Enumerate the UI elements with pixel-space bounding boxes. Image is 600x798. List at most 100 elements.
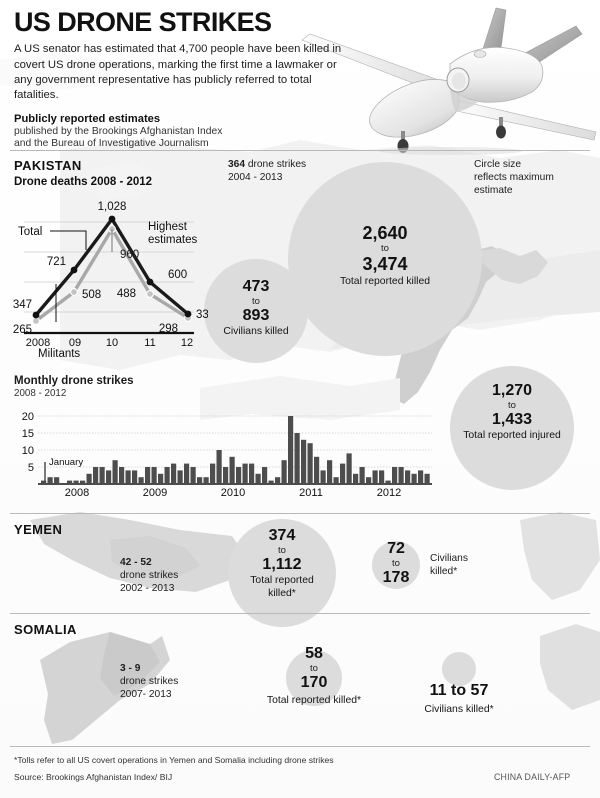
so-civ-inline: 11 to 57 <box>429 682 489 699</box>
svg-text:2012: 2012 <box>377 487 401 498</box>
yemen-civilians-caption: Civilians killed* <box>430 553 468 579</box>
ym-civ-to: to <box>392 557 400 569</box>
pakistan-strikes-years: 2004 - 2013 <box>228 171 283 183</box>
pk-inj-caption-text: Total reported injured <box>463 430 561 442</box>
pk-killed-caption: Total reported killed <box>339 275 431 287</box>
bubble-label-yemen-total-killed: 374 to 1,112 Total reported killed* <box>222 527 342 600</box>
divider-footer <box>10 746 590 747</box>
pk-killed-low: 2,640 <box>362 223 408 243</box>
footnote-tolls: *Tolls refer to all US covert operations… <box>14 755 334 765</box>
pk-inj-high: 1,433 <box>491 410 533 428</box>
svg-text:10: 10 <box>106 337 118 349</box>
source-heading: Publicly reported estimates <box>14 112 161 125</box>
circle-legend-line-2: reflects maximum <box>474 171 554 183</box>
monthly-chart-title: Monthly drone strikes <box>14 375 134 387</box>
svg-text:347: 347 <box>13 299 32 311</box>
ym-killed-high: 1,112 <box>262 555 302 573</box>
svg-text:1,028: 1,028 <box>98 201 127 213</box>
pakistan-strikes-note: 364 drone strikes 2004 - 2013 <box>228 159 306 185</box>
chart-pakistan-monthly-strikes: 5 10 15 20 January <box>22 411 432 498</box>
pk-civ-caption: Civilians killed <box>223 326 289 338</box>
yemen-strikes-note: 42 - 52 drone strikes 2002 - 2013 <box>120 557 178 595</box>
svg-text:600: 600 <box>168 269 187 281</box>
ym-killed-low: 374 <box>268 527 296 544</box>
so-killed-high: 170 <box>300 673 328 691</box>
pk-inj-low: 1,270 <box>491 382 533 399</box>
ym-killed-caption-2: killed* <box>268 587 296 599</box>
svg-text:488: 488 <box>117 288 136 300</box>
somalia-strikes-note: 3 - 9 drone strikes 2007- 2013 <box>120 663 178 701</box>
circle-legend-line-3: estimate <box>474 184 513 196</box>
bubble-label-somalia-civilians: 11 to 57 Civilians killed* <box>399 682 519 716</box>
ym-killed-caption-1: Total reported <box>250 575 314 587</box>
so-killed-low: 58 <box>305 645 323 662</box>
circle-legend-line-1: Circle size <box>474 159 521 170</box>
svg-text:2009: 2009 <box>143 487 167 498</box>
bar-chart-y-ticks: 5 10 15 20 <box>22 411 34 474</box>
ym-civ-low: 72 <box>387 540 405 557</box>
credit-line: CHINA DAILY-AFP <box>494 772 571 782</box>
svg-text:2011: 2011 <box>299 487 323 498</box>
ym-civ-high: 178 <box>382 568 410 586</box>
source-line-2: and the Bureau of Investigative Journali… <box>14 138 209 150</box>
svg-text:estimates: estimates <box>148 234 197 246</box>
svg-text:5: 5 <box>28 462 34 474</box>
so-killed-caption: Total reported killed* <box>266 695 362 707</box>
lede-paragraph: A US senator has estimated that 4,700 pe… <box>14 43 342 102</box>
pk-killed-high: 3,474 <box>362 253 408 274</box>
svg-text:15: 15 <box>22 428 34 440</box>
page-title: US DRONE STRIKES <box>14 7 272 37</box>
section-title-somalia: SOMALIA <box>14 622 77 637</box>
svg-text:2010: 2010 <box>221 487 245 498</box>
bar-chart-gridlines <box>38 415 432 468</box>
pk-inj-caption: Total reported injured <box>442 430 582 442</box>
pk-killed-to: to <box>381 242 389 254</box>
section-subtitle-pakistan: Drone deaths 2008 - 2012 <box>14 176 153 188</box>
bubble-label-pakistan-civilians: 473 to 893 Civilians killed <box>196 278 316 339</box>
svg-text:Highest: Highest <box>148 221 188 233</box>
ym-civ-caption-2: killed* <box>430 565 458 577</box>
divider-yemen <box>10 513 590 514</box>
svg-text:Militants: Militants <box>38 348 80 360</box>
section-title-yemen: YEMEN <box>14 522 63 537</box>
pk-civ-to: to <box>252 295 260 307</box>
chart-pakistan-drone-deaths: 2008 09 10 11 12 1,028 721 347 600 333 9… <box>13 201 208 360</box>
ym-killed-to: to <box>278 544 286 556</box>
pakistan-strikes-label: drone strikes <box>245 159 307 170</box>
divider-pakistan <box>10 150 590 151</box>
pk-inj-to: to <box>508 399 516 411</box>
january-label: January <box>49 457 83 468</box>
svg-text:508: 508 <box>82 289 101 301</box>
so-killed-to: to <box>310 662 318 674</box>
divider-somalia <box>10 613 590 614</box>
svg-text:960: 960 <box>120 249 139 261</box>
svg-text:12: 12 <box>181 337 193 349</box>
svg-text:721: 721 <box>47 256 66 268</box>
source-line-1: published by the Brookings Afghanistan I… <box>14 125 223 137</box>
svg-text:298: 298 <box>159 323 178 335</box>
somalia-strikes-range: 3 - 9 <box>120 663 141 674</box>
ym-civ-caption-1: Civilians <box>430 553 468 564</box>
circle-size-legend: Circle size reflects maximum estimate <box>474 159 586 197</box>
bubble-label-pakistan-injured: 1,270 to 1,433 Total reported injured <box>442 382 582 443</box>
bubble-somalia-civilians-killed <box>442 652 476 686</box>
pk-civ-low: 473 <box>242 278 270 295</box>
yemen-strikes-label: drone strikes <box>120 569 179 581</box>
svg-text:2008: 2008 <box>65 487 89 498</box>
yemen-strikes-range: 42 - 52 <box>120 557 152 568</box>
so-civ-caption: Civilians killed* <box>424 703 494 715</box>
monthly-chart-heading: Monthly drone strikes 2008 - 2012 <box>14 374 134 401</box>
somalia-strikes-years: 2007- 2013 <box>120 688 172 700</box>
bubble-label-somalia-total-killed: 58 to 170 Total reported killed* <box>254 645 374 708</box>
bar-chart-x-ticks: 2008 2009 2010 2011 2012 <box>65 487 401 498</box>
section-title-pakistan: PAKISTAN <box>14 158 82 173</box>
svg-text:11: 11 <box>144 337 155 349</box>
svg-text:10: 10 <box>22 445 34 457</box>
svg-text:Total: Total <box>18 226 42 238</box>
pakistan-strikes-count: 364 <box>228 159 245 170</box>
bubble-label-yemen-civilians: 72 to 178 <box>366 540 426 586</box>
header: US DRONE STRIKES A US senator has estima… <box>14 8 374 151</box>
svg-text:20: 20 <box>22 411 34 423</box>
yemen-strikes-years: 2002 - 2013 <box>120 582 175 594</box>
